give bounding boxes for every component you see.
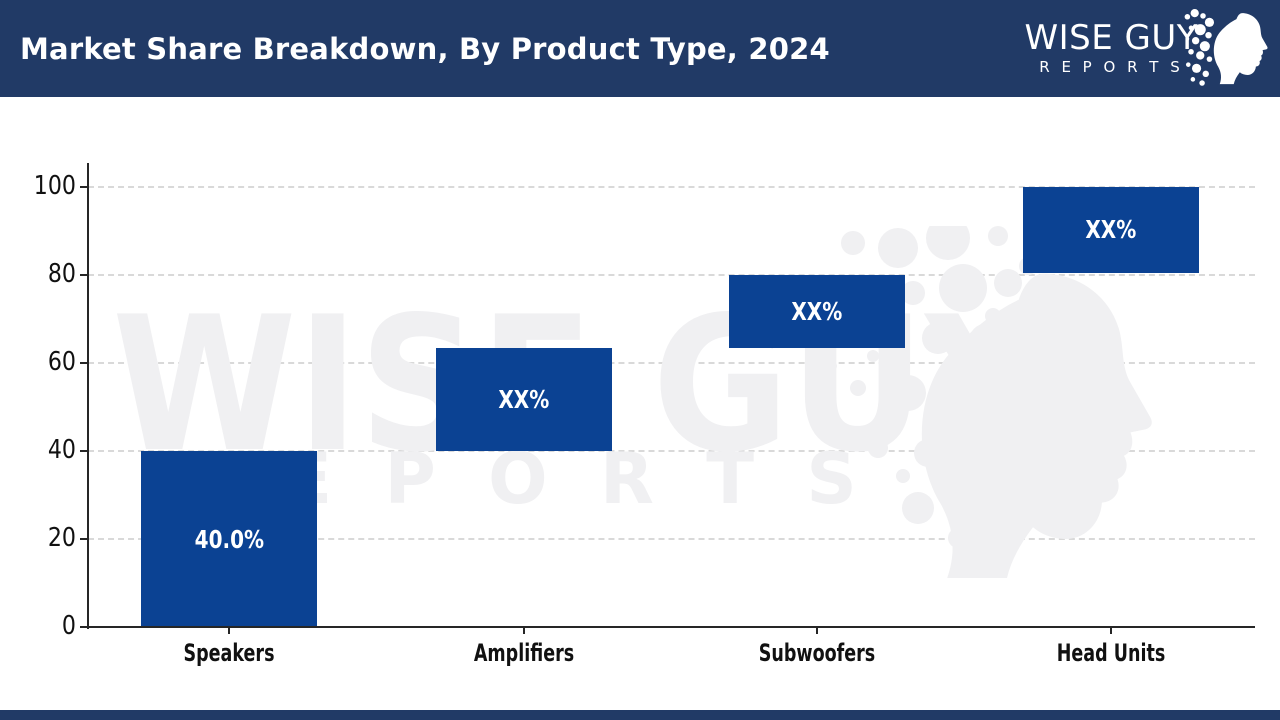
x-tick-label: Head Units xyxy=(1056,639,1166,667)
y-tick-mark xyxy=(80,362,88,364)
gridline-80 xyxy=(88,274,1255,276)
x-tick-mark xyxy=(228,627,230,634)
logo-head-icon xyxy=(1184,8,1268,86)
gridline-60 xyxy=(88,362,1255,364)
y-tick-mark xyxy=(80,626,88,628)
gridline-40 xyxy=(88,450,1255,452)
x-tick-mark xyxy=(522,627,525,634)
footer-bar xyxy=(0,710,1280,720)
bar-speakers: 40.0% xyxy=(141,451,317,627)
bar-value-label: XX% xyxy=(791,297,843,327)
bar-subwoofers: XX% xyxy=(729,275,905,349)
bar-amplifiers: XX% xyxy=(435,348,612,451)
x-tick-label: Speakers xyxy=(183,639,275,667)
company-logo: WISE GUY R E P O R T S xyxy=(1024,6,1272,92)
y-tick-label: 100 xyxy=(33,171,76,201)
y-tick-label: 20 xyxy=(47,523,76,553)
y-tick-label: 40 xyxy=(47,435,76,465)
x-tick-label: Amplifiers xyxy=(473,639,574,667)
x-axis-spine xyxy=(87,626,1255,628)
x-tick-label: Subwoofers xyxy=(758,639,876,667)
bar-value-label: XX% xyxy=(1085,215,1137,245)
y-axis-spine xyxy=(87,163,89,629)
header-bar: Market Share Breakdown, By Product Type,… xyxy=(0,0,1280,97)
gridline-100 xyxy=(88,186,1255,188)
y-tick-mark xyxy=(80,274,88,276)
bar-value-label: XX% xyxy=(498,385,549,415)
watermark-subtitle: R E P O R T S xyxy=(178,438,871,520)
bar-head-units: XX% xyxy=(1023,187,1199,273)
y-tick-label: 80 xyxy=(47,259,76,289)
gridline-20 xyxy=(88,538,1255,540)
y-tick-label: 60 xyxy=(47,347,76,377)
y-tick-label: 0 xyxy=(61,611,76,641)
logo-wordmark: WISE GUY xyxy=(1024,18,1198,59)
watermark-head-graphic xyxy=(829,226,1152,578)
watermark-wordmark: WISE GUY xyxy=(112,276,1047,493)
y-tick-mark xyxy=(80,450,88,452)
logo-subtitle: R E P O R T S xyxy=(1039,57,1184,76)
page-title: Market Share Breakdown, By Product Type,… xyxy=(20,31,830,66)
logo-text: WISE GUY R E P O R T S xyxy=(1024,18,1198,76)
x-tick-mark xyxy=(816,627,818,634)
bar-value-label: 40.0% xyxy=(194,524,264,554)
x-tick-mark xyxy=(1110,627,1112,634)
y-tick-mark xyxy=(80,538,88,540)
y-tick-mark xyxy=(80,186,88,188)
